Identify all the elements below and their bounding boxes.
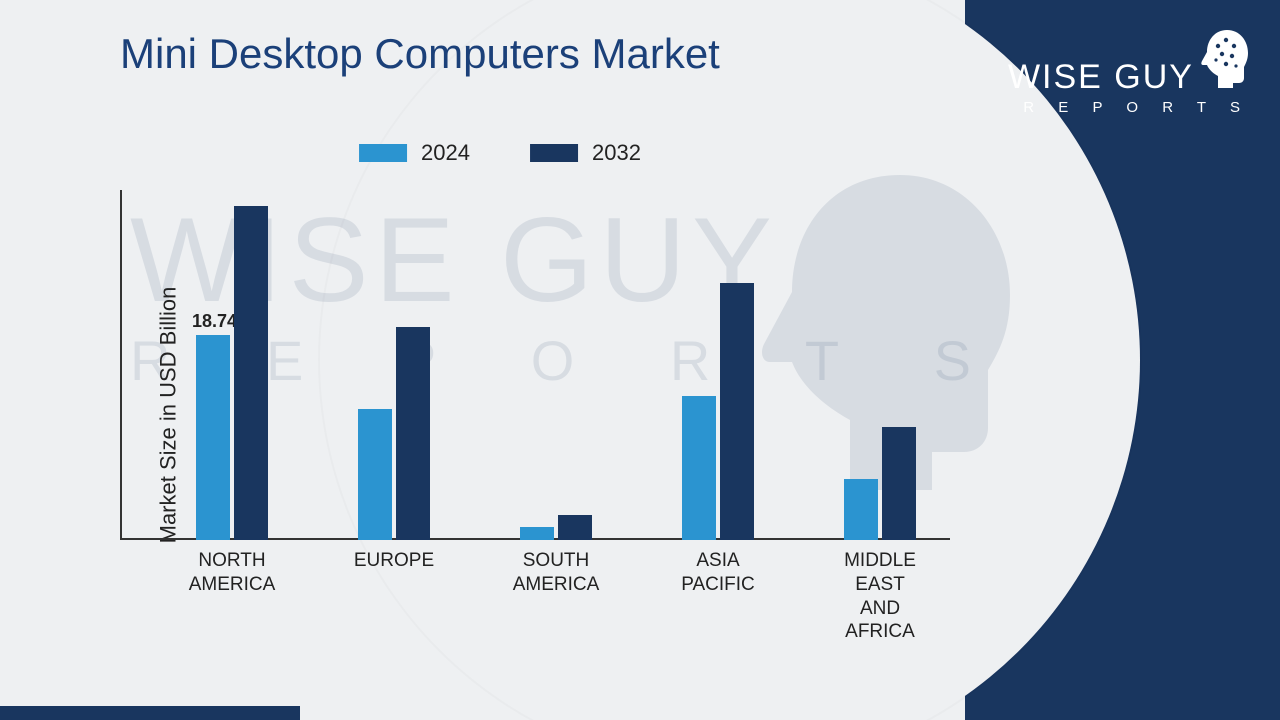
x-tick-label: ASIAPACIFIC [648,549,788,597]
bar [520,527,554,540]
legend: 2024 2032 [359,140,641,166]
x-tick-label: EUROPE [324,549,464,573]
bar [358,409,392,540]
x-axis-labels: NORTHAMERICA EUROPE SOUTHAMERICA ASIAPACIFI… [120,545,950,680]
x-tick-label: MIDDLEEASTANDAFRICA [810,549,950,644]
bottom-accent-bar [0,706,300,720]
bar-value-label: 18.74 [192,311,237,332]
bar-group [358,327,430,540]
bar [682,396,716,540]
bar-group [682,283,754,540]
legend-swatch [359,144,407,162]
legend-item-2032: 2032 [530,140,641,166]
brand-sub-text: R E P O R T S [1008,99,1250,116]
brand-logo: WISE GUY R E P O R T S [1008,28,1250,116]
legend-label: 2032 [592,140,641,166]
bar [558,515,592,540]
x-tick-label: NORTHAMERICA [162,549,302,597]
plot-area: 18.74 [120,190,950,540]
x-tick-label: SOUTHAMERICA [486,549,626,597]
bar-group [520,515,592,540]
legend-label: 2024 [421,140,470,166]
bar [844,479,878,540]
bar [396,327,430,540]
bar [234,206,268,540]
bar: 18.74 [196,335,230,540]
bar-group: 18.74 [196,206,268,540]
legend-swatch [530,144,578,162]
bar [720,283,754,540]
bar-group [844,427,916,540]
report-canvas: WISE GUY R E P O R T S Mini Desktop Comp… [0,0,1280,720]
chart-title: Mini Desktop Computers Market [120,30,720,78]
brand-main-text: WISE GUY [1008,58,1194,97]
legend-item-2024: 2024 [359,140,470,166]
bar [882,427,916,540]
chart-area: Market Size in USD Billion 2024 2032 18.… [50,150,950,680]
head-icon [1200,28,1250,88]
